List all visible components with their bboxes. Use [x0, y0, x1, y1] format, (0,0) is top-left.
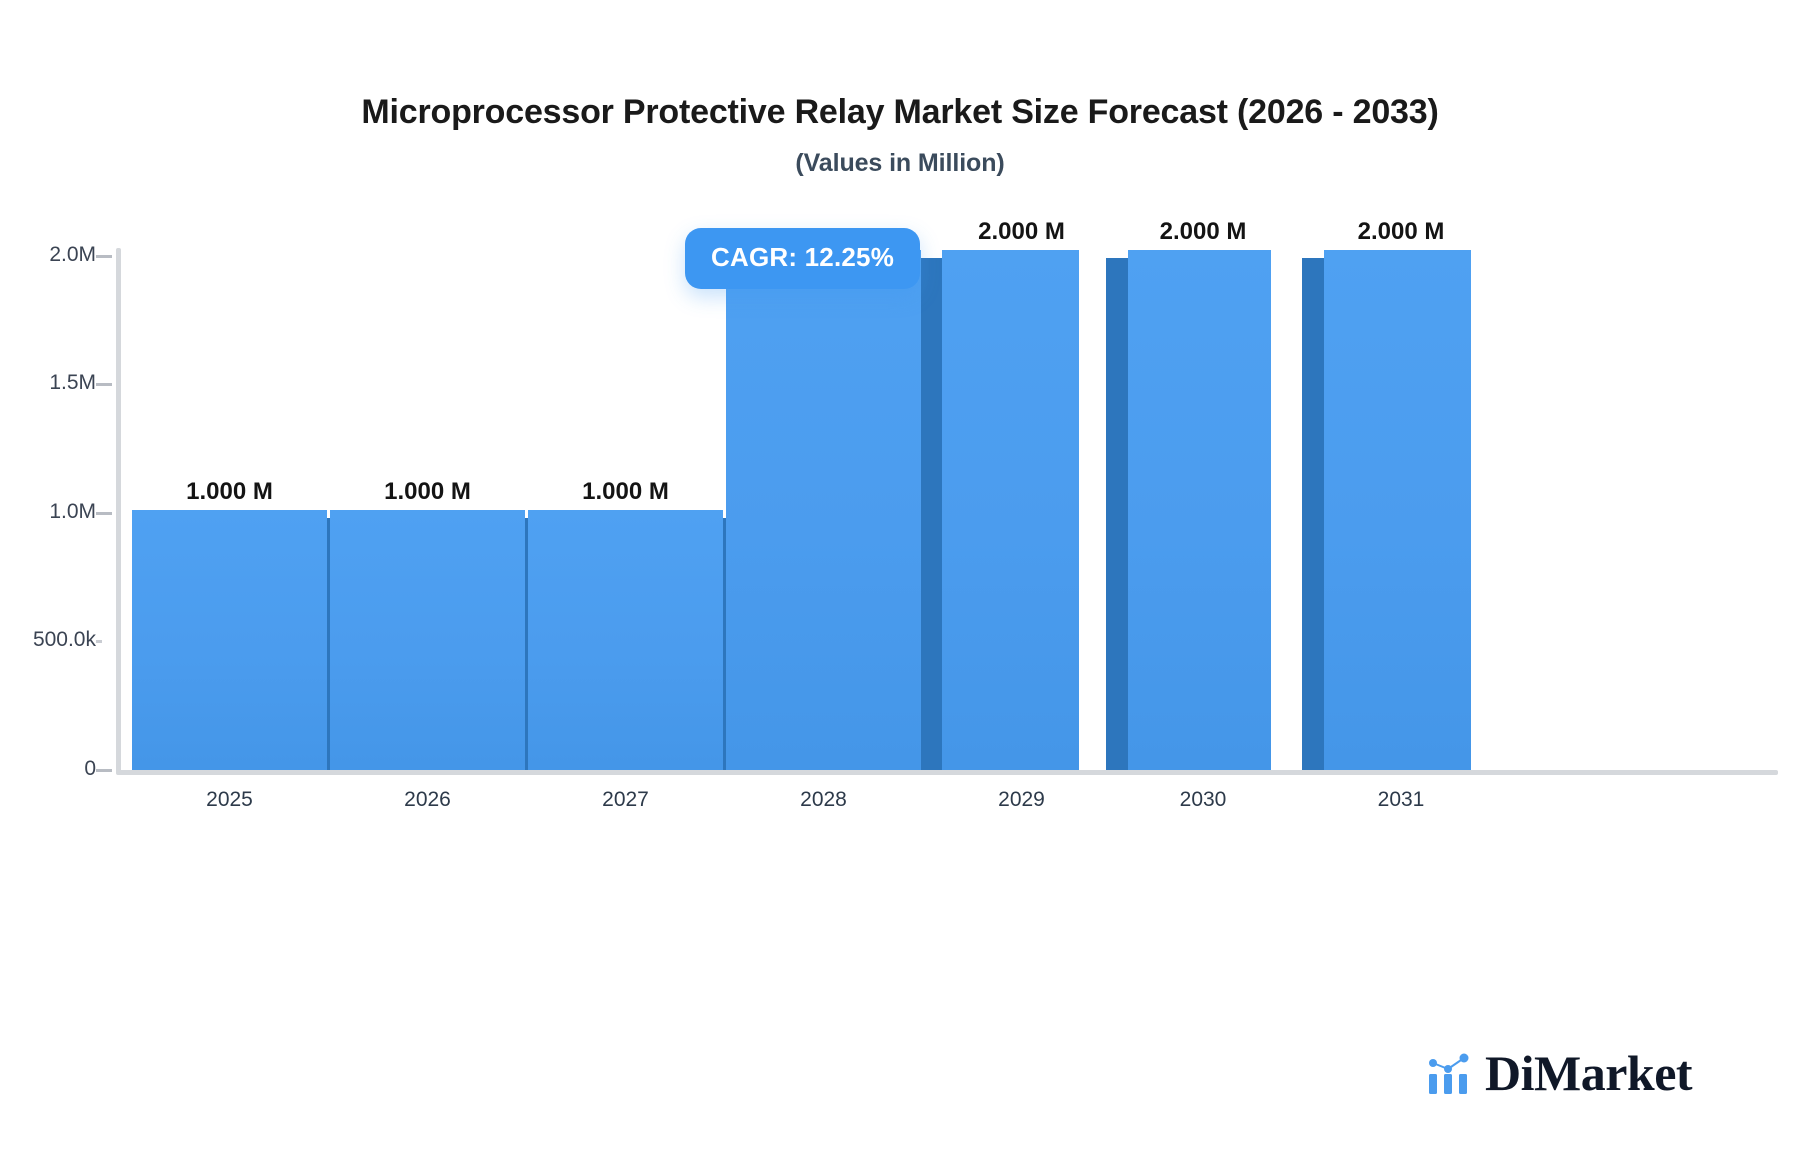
- bar-2027[interactable]: [528, 510, 723, 770]
- bar-2028[interactable]: [726, 250, 921, 770]
- y-tick-dash-icon: [96, 512, 112, 515]
- y-tick-label: 2.0M: [49, 243, 96, 266]
- y-tick-label: 1.5M: [49, 371, 96, 394]
- brand-logo: DiMarket: [1427, 1045, 1693, 1101]
- chart-subtitle: (Values in Million): [795, 148, 1005, 177]
- bar-2025[interactable]: [132, 510, 327, 770]
- bar-chart-logo-icon: [1427, 1050, 1473, 1096]
- x-tick-label-2030: 2030: [1179, 788, 1227, 811]
- x-tick-label-2027: 2027: [602, 788, 649, 811]
- bar-value-label-2029: 2.000 M: [978, 218, 1065, 245]
- bar-value-label-2025: 1.000 M: [186, 478, 273, 505]
- brand-name: DiMarket: [1485, 1045, 1693, 1101]
- y-tick-label: 1.0M: [49, 500, 96, 523]
- x-tick-label-2025: 2025: [206, 788, 253, 811]
- y-axis-spine: [116, 248, 121, 773]
- cagr-badge[interactable]: CAGR: 12.25%: [685, 228, 921, 289]
- y-tick-dash-icon: [96, 255, 112, 258]
- chart-title: Microprocessor Protective Relay Market S…: [361, 93, 1439, 131]
- x-axis-spine: [116, 770, 1778, 775]
- x-tick-label-2029: 2029: [998, 788, 1045, 811]
- y-tick-label: 500.0k: [32, 628, 96, 651]
- bar-value-label-2030: 2.000 M: [1159, 218, 1247, 245]
- bar-side-2030: [1106, 258, 1128, 770]
- bar-value-label-2031: 2.000 M: [1357, 218, 1445, 245]
- x-tick-label-2026: 2026: [404, 788, 451, 811]
- y-tick-dash-icon: [96, 640, 102, 643]
- x-tick-label-2031: 2031: [1377, 788, 1425, 811]
- bar-side-2029: [924, 258, 942, 770]
- bar-value-label-2026: 1.000 M: [384, 478, 471, 505]
- chart-title-block: Microprocessor Protective Relay Market S…: [0, 92, 1800, 178]
- bar-2030[interactable]: [1128, 250, 1271, 770]
- bar-2026[interactable]: [330, 510, 525, 770]
- x-tick-label-2028: 2028: [800, 788, 847, 811]
- y-tick-dash-icon: [96, 383, 112, 386]
- y-tick-dash-icon: [96, 769, 112, 772]
- bar-value-label-2027: 1.000 M: [582, 478, 669, 505]
- y-tick-label: 0: [84, 757, 96, 780]
- bar-2031[interactable]: [1324, 250, 1471, 770]
- bar-2029[interactable]: [942, 250, 1079, 770]
- bar-side-2031: [1302, 258, 1324, 770]
